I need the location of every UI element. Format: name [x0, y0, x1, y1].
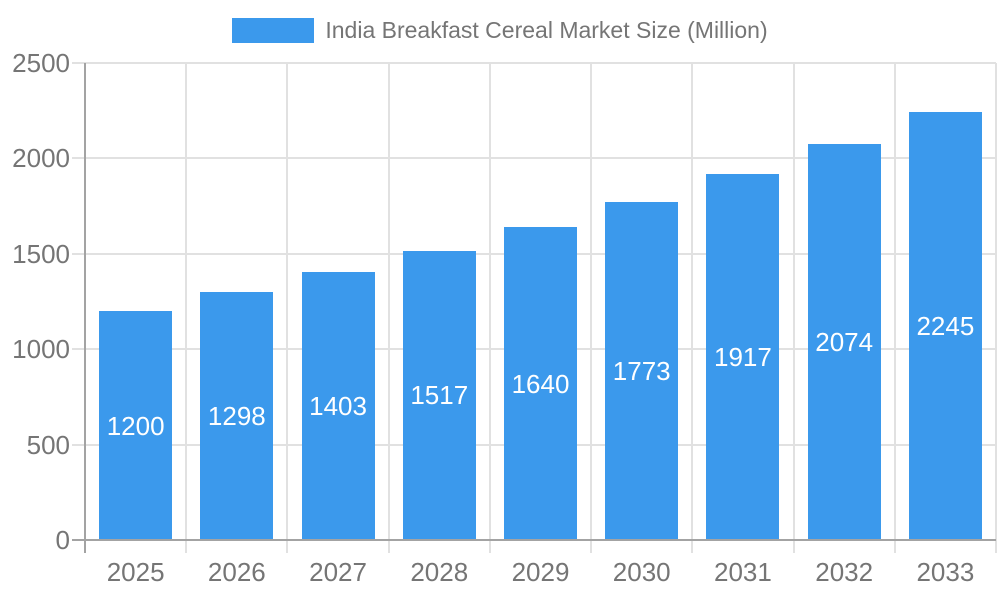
bar — [504, 227, 577, 540]
x-tick-label: 2029 — [511, 557, 570, 587]
legend[interactable]: India Breakfast Cereal Market Size (Mill… — [0, 16, 1000, 44]
y-tick-label: 500 — [26, 429, 70, 460]
bar-value-label: 1773 — [612, 355, 671, 386]
legend-swatch-icon — [232, 17, 315, 43]
bar-value-label: 1517 — [410, 380, 469, 411]
v-gridline — [691, 63, 694, 553]
y-tick-label: 1500 — [12, 238, 70, 269]
v-gridline — [995, 63, 997, 553]
x-tick-label: 2026 — [207, 557, 266, 587]
x-tick-label: 2025 — [106, 557, 165, 587]
x-tick-label: 2031 — [714, 557, 772, 587]
v-gridline — [387, 63, 390, 553]
y-tick-label: 2000 — [12, 143, 70, 174]
bar — [402, 250, 476, 540]
bar — [99, 311, 173, 540]
bar — [301, 272, 375, 540]
x-axis-line — [72, 539, 996, 541]
v-gridline — [792, 63, 795, 553]
v-gridline — [185, 63, 188, 553]
bar-value-label: 1640 — [511, 368, 570, 399]
legend-label: India Breakfast Cereal Market Size (Mill… — [325, 17, 768, 43]
y-axis-line — [84, 63, 86, 553]
x-tick-label: 2032 — [815, 557, 874, 587]
v-gridline — [893, 63, 896, 553]
bar-value-label: 1917 — [714, 342, 772, 373]
v-gridline — [286, 63, 289, 553]
v-gridline — [590, 63, 593, 553]
v-gridline — [488, 63, 491, 553]
y-tick-label: 0 — [55, 525, 70, 555]
bar-value-label: 2245 — [916, 310, 975, 341]
h-gridline — [72, 62, 996, 64]
bar-value-label: 1298 — [207, 401, 266, 432]
bar — [200, 292, 274, 540]
h-gridline — [72, 157, 996, 160]
y-tick-label: 1000 — [12, 334, 70, 365]
x-tick-label: 2030 — [612, 557, 671, 587]
y-tick-label: 2500 — [12, 48, 70, 78]
bar — [605, 201, 679, 540]
bar — [807, 144, 881, 540]
bar — [706, 174, 780, 540]
x-tick-label: 2028 — [410, 557, 469, 587]
bar-value-label: 1403 — [309, 391, 367, 422]
bar-value-label: 1200 — [106, 410, 165, 441]
x-tick-label: 2033 — [916, 557, 975, 587]
bar — [908, 111, 982, 540]
bar-value-label: 2074 — [815, 327, 874, 358]
x-tick-label: 2027 — [309, 557, 367, 587]
